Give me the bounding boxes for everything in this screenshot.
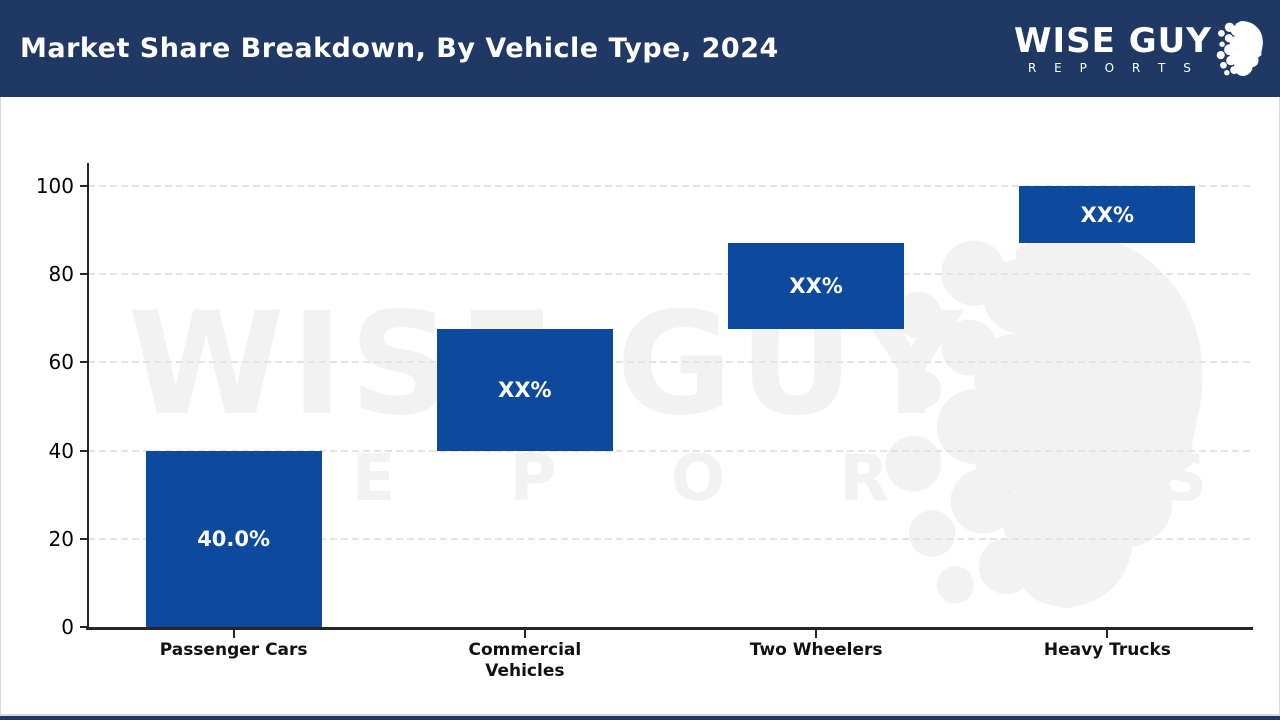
y-tick-mark [80, 273, 88, 276]
bar-commercial-vehicles: XX% [436, 329, 613, 451]
gridline [88, 361, 1253, 364]
y-tick-mark [80, 361, 88, 364]
x-category-label: Commercial Vehicles [468, 640, 582, 681]
bar-value-label: XX% [498, 377, 552, 402]
bar-two-wheelers: XX% [728, 243, 905, 330]
gridline [88, 185, 1253, 187]
x-tick-mark [1106, 630, 1109, 638]
y-tick-mark [80, 626, 88, 628]
brand-name: WISE GUY [1014, 21, 1212, 61]
x-tick-mark [815, 630, 818, 638]
x-category-label: Heavy Trucks [1043, 640, 1171, 660]
y-tick-mark [80, 449, 88, 452]
bar-passenger-cars: 40.0% [145, 450, 322, 627]
y-tick-label: 40 [48, 438, 74, 463]
x-category-label: Two Wheelers [749, 640, 883, 660]
bar-value-label: XX% [1080, 202, 1135, 227]
header-bar: Market Share Breakdown, By Vehicle Type,… [0, 0, 1280, 97]
footer-accent-bar [0, 716, 1280, 720]
y-tick-label: 60 [48, 350, 74, 375]
x-tick-mark [523, 630, 526, 638]
y-tick-label: 20 [48, 526, 74, 551]
bar-heavy-trucks: XX% [1019, 186, 1196, 244]
gridline [88, 449, 1253, 452]
x-tick-mark [232, 630, 235, 638]
x-axis-line [86, 627, 1253, 630]
brand-logo-text: WISE GUY R E P O R T S [1014, 23, 1212, 75]
y-tick-label: 100 [35, 174, 74, 198]
y-tick-mark [80, 185, 88, 187]
brand-subtitle: R E P O R T S [1028, 61, 1198, 75]
x-category-label: Passenger Cars [159, 640, 308, 660]
gridline [88, 273, 1253, 276]
y-tick-mark [80, 537, 88, 540]
bar-value-label: 40.0% [197, 526, 271, 551]
gridline [88, 537, 1253, 540]
y-axis-line [87, 163, 89, 629]
watermark-face-icon [885, 231, 1203, 609]
y-tick-label: 0 [61, 615, 74, 639]
y-tick-label: 80 [48, 262, 74, 287]
bar-value-label: XX% [789, 274, 843, 299]
brand-face-icon [1216, 21, 1263, 77]
brand-logo: WISE GUY R E P O R T S [1014, 6, 1266, 92]
page-title: Market Share Breakdown, By Vehicle Type,… [20, 33, 779, 64]
